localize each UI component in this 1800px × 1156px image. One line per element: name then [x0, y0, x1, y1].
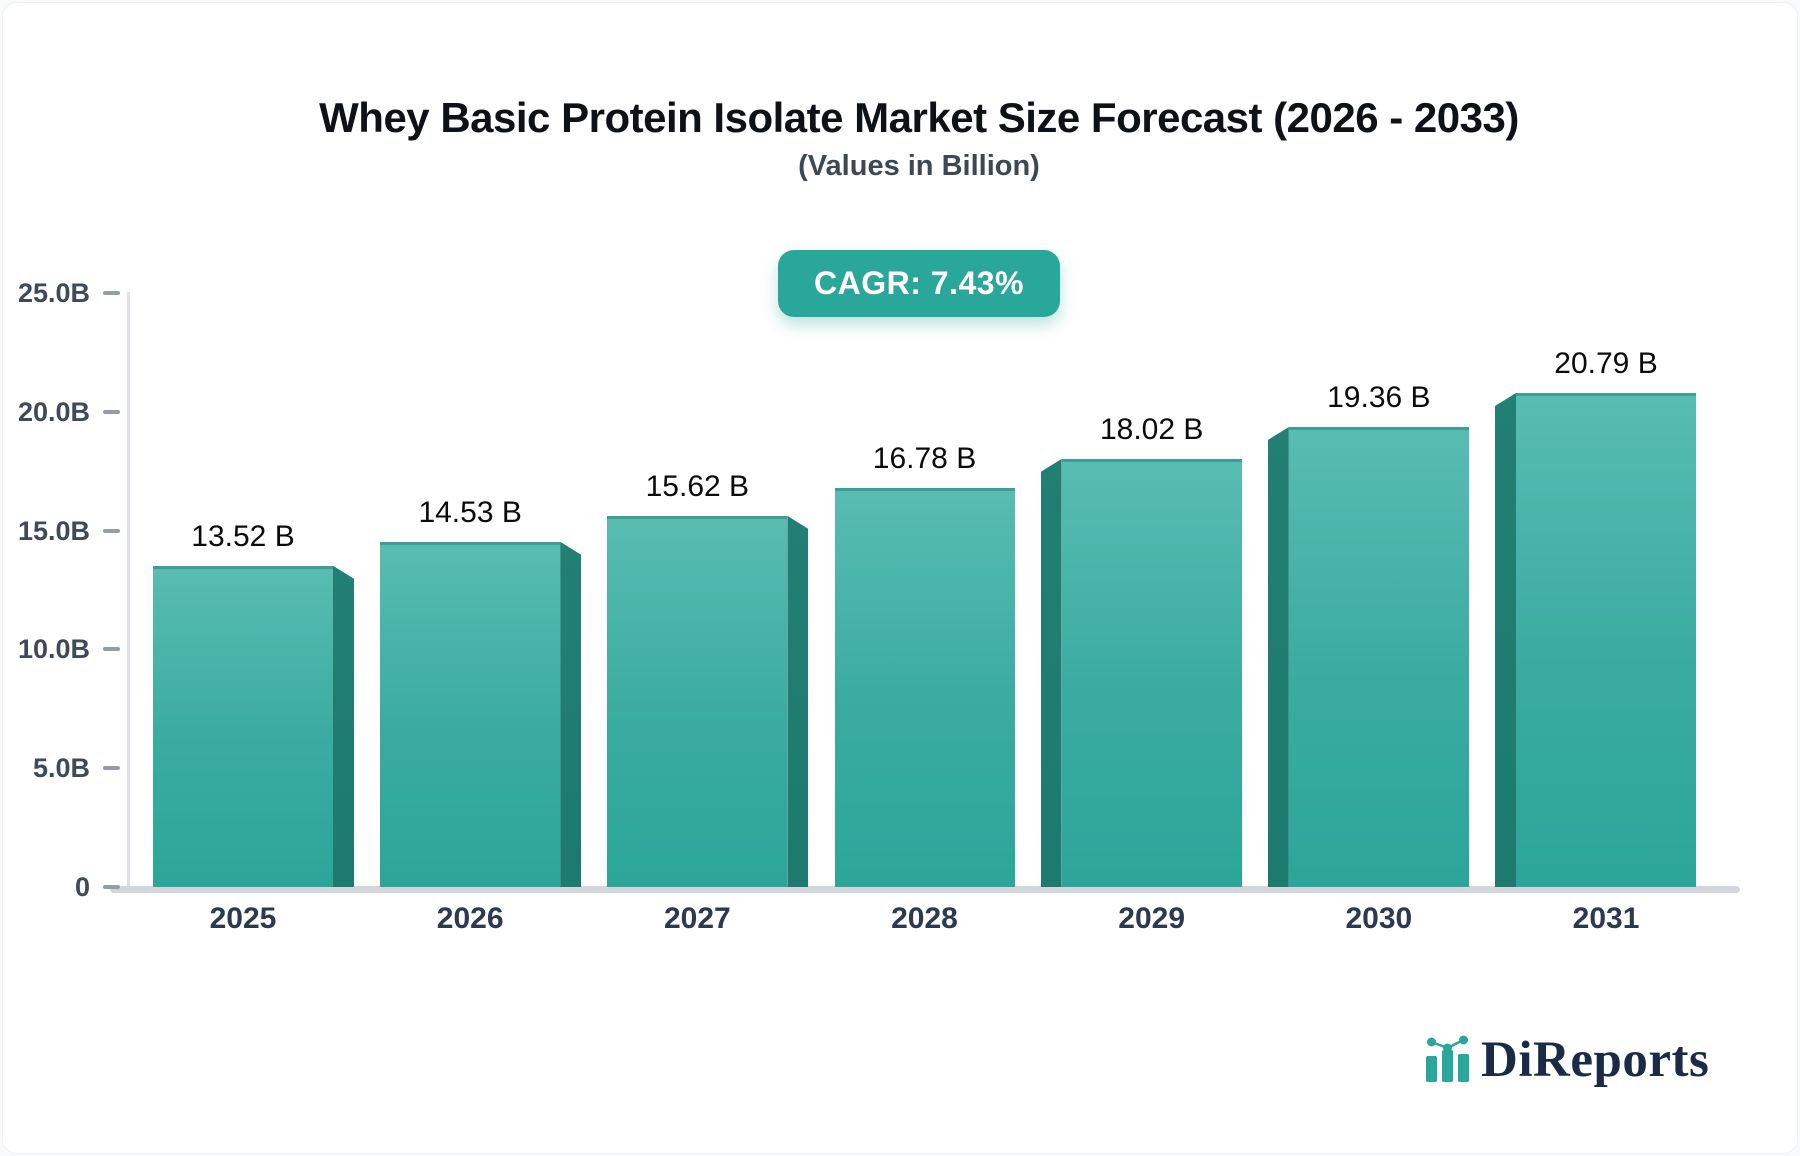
bar-value-label: 16.78 B — [872, 442, 977, 476]
y-tick-mark — [103, 766, 120, 771]
bar-2030-bevel — [1267, 427, 1289, 887]
bar-2026-bevel — [560, 541, 582, 887]
bar-2025[interactable] — [153, 565, 333, 887]
x-axis-label-2029: 2029 — [1118, 902, 1186, 935]
y-tick-mark — [103, 647, 120, 652]
bar-value-label: 18.02 B — [1099, 412, 1204, 446]
bar-2028[interactable] — [834, 488, 1015, 887]
bar-value-label: 15.62 B — [645, 469, 750, 503]
bar-2025-bevel — [333, 565, 354, 887]
y-tick-label: 20.0B — [17, 396, 90, 427]
bar-value-label: 20.79 B — [1554, 347, 1658, 381]
cagr-badge-row: CAGR: 7.43% — [38, 250, 1800, 317]
bar-2027-bevel — [787, 515, 809, 887]
bar-2031[interactable] — [1516, 393, 1697, 887]
x-axis-label-2026: 2026 — [436, 902, 504, 935]
direports-logo: DiReports — [1424, 1032, 1709, 1086]
y-tick-mark — [103, 409, 120, 414]
y-tick-label: 10.0B — [17, 634, 90, 665]
bar-value-label: 14.53 B — [418, 495, 522, 529]
chart-subtitle: (Values in Billion) — [798, 150, 1040, 182]
x-axis-label-2028: 2028 — [891, 902, 958, 935]
y-tick-label: 25.0B — [17, 278, 90, 308]
y-tick-mark — [103, 528, 120, 533]
x-axis-label-2027: 2027 — [663, 902, 731, 935]
bar-2031-bevel — [1495, 393, 1517, 887]
y-tick-mark — [103, 885, 120, 889]
bar-2030[interactable] — [1288, 427, 1469, 887]
cagr-badge: CAGR: 7.43% — [778, 250, 1060, 317]
y-tick-label: 15.0B — [17, 515, 90, 546]
mini-bar-chart-icon — [1426, 1035, 1469, 1082]
bar-2026[interactable] — [380, 541, 561, 887]
x-axis-line — [110, 886, 1740, 893]
bar-2027[interactable] — [607, 515, 788, 887]
y-tick-label: 0 — [74, 872, 90, 902]
bar-value-label: 13.52 B — [191, 519, 295, 553]
bar-value-label: 19.36 B — [1327, 381, 1431, 414]
y-axis-line — [127, 292, 130, 888]
chart-title: Whey Basic Protein Isolate Market Size F… — [319, 94, 1519, 141]
y-tick-label: 5.0B — [32, 753, 90, 784]
x-axis-label-2025: 2025 — [209, 902, 277, 935]
bar-2029[interactable] — [1061, 458, 1242, 887]
bar-2029-bevel — [1040, 458, 1062, 887]
logo-text: DiReports — [1481, 1032, 1710, 1088]
x-axis-label-2030: 2030 — [1345, 902, 1413, 935]
x-axis-label-2031: 2031 — [1572, 902, 1640, 935]
y-tick-mark — [103, 291, 120, 295]
